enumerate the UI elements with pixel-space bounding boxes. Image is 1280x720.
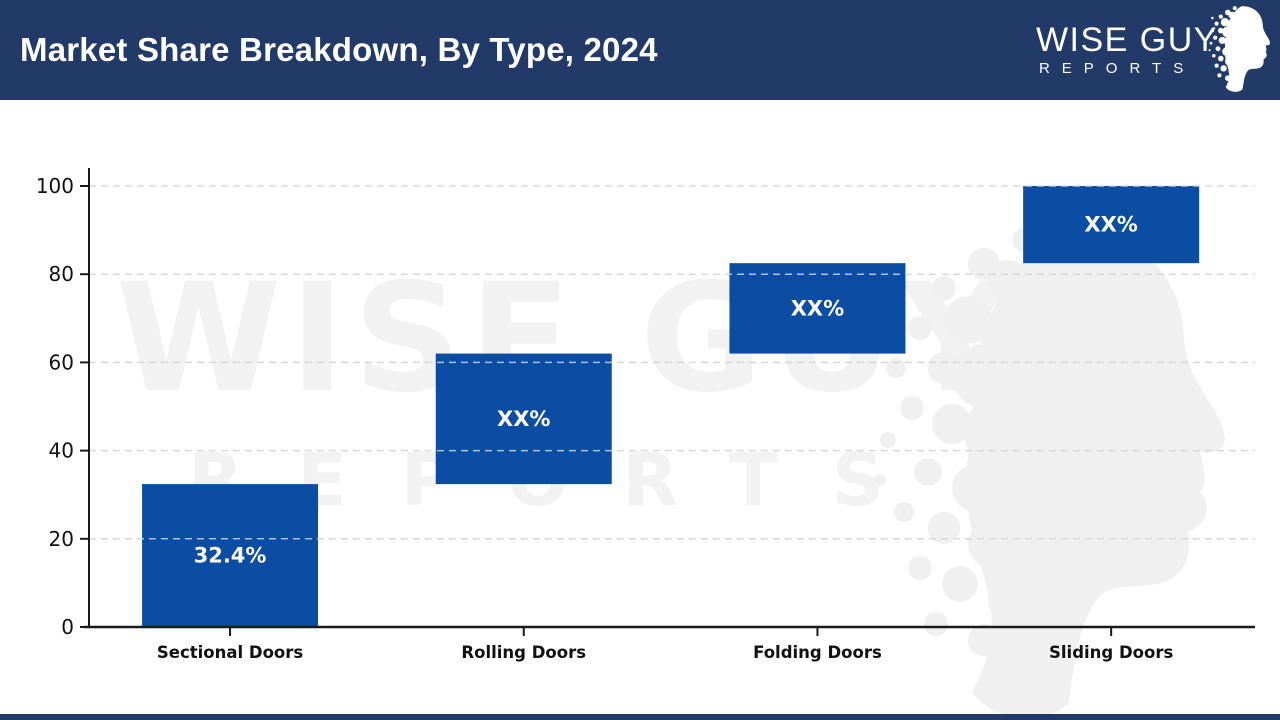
x-tick-label: Rolling Doors <box>461 643 586 662</box>
bar-sectional-doors <box>142 484 319 627</box>
bar-label: XX% <box>497 407 550 431</box>
x-tick-label: Sectional Doors <box>157 643 304 662</box>
bar-label: XX% <box>791 296 844 320</box>
y-tick-label: 40 <box>49 439 74 463</box>
brand-name: WISE GUY <box>1035 20 1218 59</box>
brand-logo: WISE GUY REPORTS <box>1035 5 1274 95</box>
page-title: Market Share Breakdown, By Type, 2024 <box>20 31 658 68</box>
brand-logo-text: WISE GUY REPORTS <box>1035 20 1218 78</box>
x-tick-label: Sliding Doors <box>1049 643 1173 662</box>
y-tick-label: 60 <box>49 350 74 374</box>
y-tick-label: 0 <box>61 615 74 639</box>
footer-bar <box>0 714 1280 720</box>
x-tick-label: Folding Doors <box>753 643 882 662</box>
bar-label: 32.4% <box>194 544 267 568</box>
header-bar: Market Share Breakdown, By Type, 2024 WI… <box>0 0 1280 100</box>
brand-subname: REPORTS <box>1038 60 1196 78</box>
y-tick-label: 80 <box>49 262 74 286</box>
y-tick-label: 100 <box>36 174 74 198</box>
brand-head-icon <box>1208 5 1270 92</box>
bar-label: XX% <box>1084 213 1137 237</box>
y-tick-label: 20 <box>49 527 74 551</box>
bar-rolling-doors <box>435 353 612 485</box>
